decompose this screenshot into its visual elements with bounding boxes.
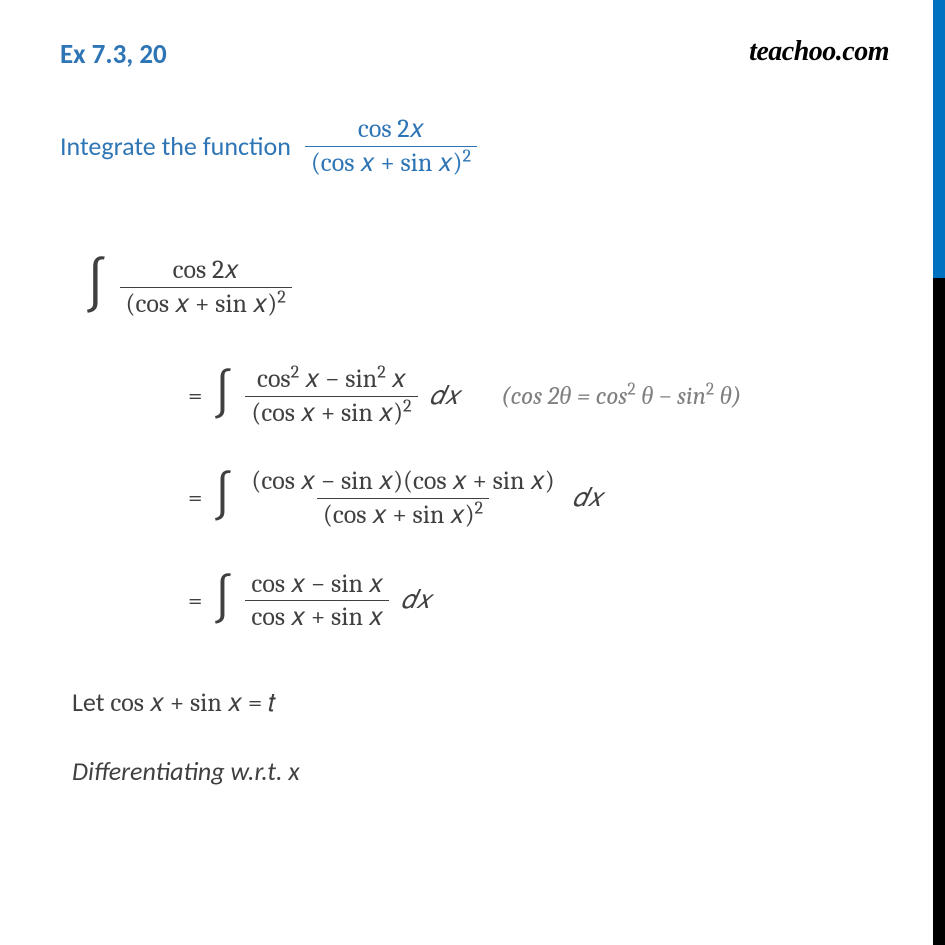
step-3: = ∫ (cos 𝑥 − sin 𝑥)(cos 𝑥 + sin 𝑥) (cos … bbox=[188, 467, 885, 529]
step-2: = ∫ cos2 𝑥 − sin2 𝑥 (cos 𝑥 + sin 𝑥)2 𝑑𝑥 … bbox=[188, 365, 885, 427]
equals-4: = bbox=[188, 586, 202, 616]
prompt-denominator: (cos 𝑥 + sin 𝑥)2 bbox=[305, 146, 477, 178]
equals-3: = bbox=[188, 483, 202, 513]
prompt-fraction: cos 2𝑥 (cos 𝑥 + sin 𝑥)2 bbox=[301, 115, 481, 177]
dx-3: 𝑑𝑥 bbox=[573, 483, 603, 514]
prompt-text: Integrate the function bbox=[60, 130, 291, 162]
sidebar-black bbox=[933, 278, 945, 945]
prompt-line: Integrate the function cos 2𝑥 (cos 𝑥 + s… bbox=[60, 115, 885, 177]
integral-1: ∫ cos 2𝑥 (cos 𝑥 + sin 𝑥)2 bbox=[84, 255, 296, 319]
sidebar-blue bbox=[933, 0, 945, 278]
integral-3: ∫ (cos 𝑥 − sin 𝑥)(cos 𝑥 + sin 𝑥) (cos 𝑥 … bbox=[212, 467, 564, 529]
watermark: teachoo.com bbox=[749, 36, 889, 68]
dx-2: 𝑑𝑥 bbox=[430, 381, 460, 412]
step-1: ∫ cos 2𝑥 (cos 𝑥 + sin 𝑥)2 bbox=[84, 255, 885, 319]
dx-4: 𝑑𝑥 bbox=[401, 585, 431, 616]
step-4: = ∫ cos 𝑥 − sin 𝑥 cos 𝑥 + sin 𝑥 𝑑𝑥 bbox=[188, 570, 885, 632]
differentiating-line: Differentiating w.r.t. x bbox=[72, 755, 885, 787]
substitution-line: Let cos 𝑥 + sin 𝑥 = 𝑡 bbox=[72, 686, 885, 719]
integral-4: ∫ cos 𝑥 − sin 𝑥 cos 𝑥 + sin 𝑥 bbox=[212, 570, 393, 632]
integral-2: ∫ cos2 𝑥 − sin2 𝑥 (cos 𝑥 + sin 𝑥)2 bbox=[212, 365, 421, 427]
identity-note: (cos 2θ = cos2 θ − sin2 θ) bbox=[501, 382, 741, 411]
equals-2: = bbox=[188, 381, 202, 411]
prompt-numerator: cos 2𝑥 bbox=[352, 115, 430, 146]
main-content: Ex 7.3, 20 Integrate the function cos 2𝑥… bbox=[0, 0, 945, 807]
